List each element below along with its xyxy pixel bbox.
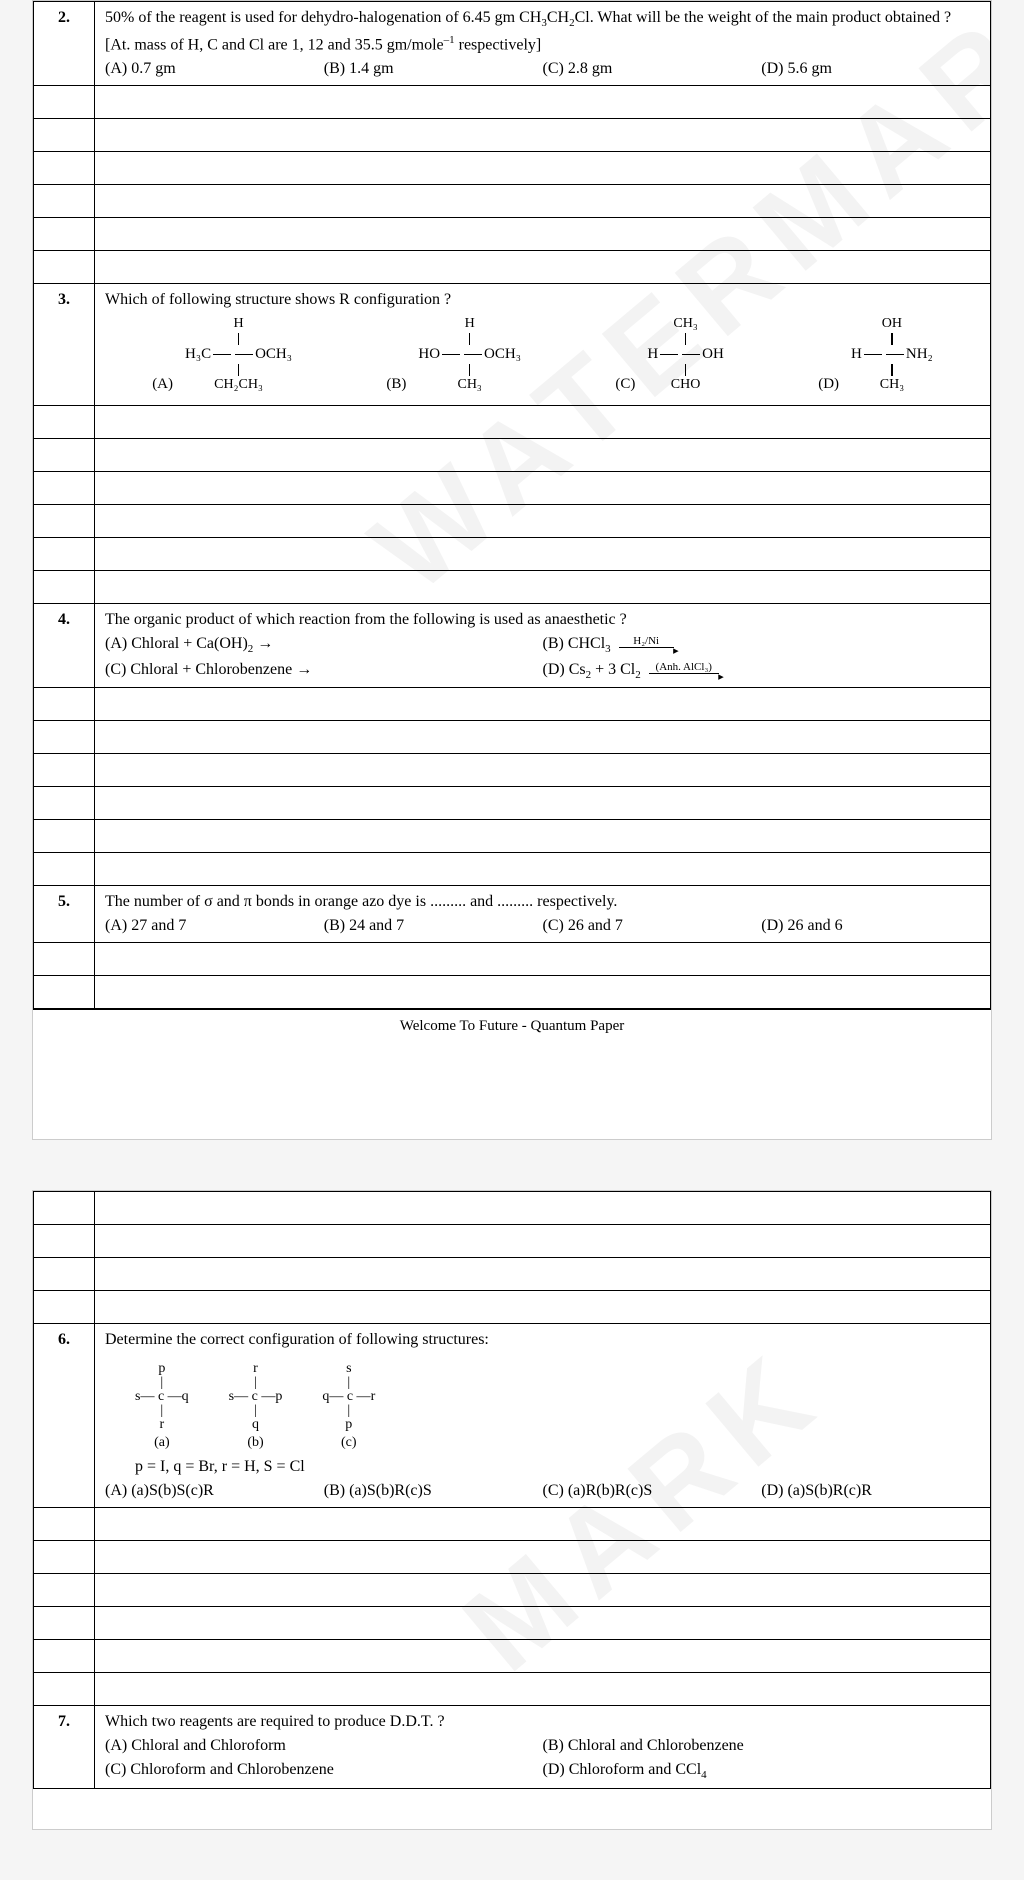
q3-number: 3. — [34, 284, 95, 406]
q7-opt-d: (D) Chloroform and CCl4 — [543, 1758, 981, 1784]
q6-options: (A) (a)S(b)S(c)R (B) (a)S(b)R(c)S (C) (a… — [105, 1479, 980, 1503]
q3-struct-c: (C) CH₃ HOH CHO — [615, 317, 724, 396]
q6-opt-d: (D) (a)S(b)R(c)R — [761, 1479, 980, 1503]
q2-text: 50% of the reagent is used for dehydro-h… — [105, 6, 980, 32]
q5-opt-a: (A) 27 and 7 — [105, 914, 324, 938]
q7-opt-a: (A) Chloral and Chloroform — [105, 1734, 543, 1758]
q4-options: (A) Chloral + Ca(OH)2 → (B) CHCl3 H₂/Ni▸… — [105, 632, 980, 683]
page-footer: Welcome To Future - Quantum Paper — [33, 1009, 991, 1043]
q6-struct-a: p | s — c — q | r (a) — [135, 1362, 189, 1450]
q7-opt-c: (C) Chloroform and Chlorobenzene — [105, 1758, 543, 1784]
q4-number: 4. — [34, 604, 95, 688]
q6-body: Determine the correct configuration of f… — [95, 1324, 991, 1508]
q6-opt-c: (C) (a)R(b)R(c)S — [543, 1479, 762, 1503]
q3-struct-a: (A) H H₃COCH₃ CH₂CH₃ — [152, 317, 292, 396]
q4-opt-b: (B) CHCl3 H₂/Ni▸ — [543, 632, 981, 658]
q3-struct-d: (D) OH HNH₂ CH₃ — [818, 317, 933, 396]
q3-structures: (A) H H₃COCH₃ CH₂CH₃ (B) H — [105, 317, 980, 396]
q7-body: Which two reagents are required to produ… — [95, 1706, 991, 1789]
q4-text: The organic product of which reaction fr… — [105, 608, 980, 632]
q5-opt-b: (B) 24 and 7 — [324, 914, 543, 938]
q4-opt-c: (C) Chloral + Chlorobenzene → — [105, 658, 543, 684]
q6-opt-b: (B) (a)S(b)R(c)S — [324, 1479, 543, 1503]
q5-body: The number of σ and π bonds in orange az… — [95, 886, 991, 943]
q2-opt-c: (C) 2.8 gm — [543, 57, 762, 81]
q5-text: The number of σ and π bonds in orange az… — [105, 890, 980, 914]
q6-opt-a: (A) (a)S(b)S(c)R — [105, 1479, 324, 1503]
exam-page-2: MARK 6. Determine the correct configurat… — [32, 1190, 992, 1830]
q5-options: (A) 27 and 7 (B) 24 and 7 (C) 26 and 7 (… — [105, 914, 980, 938]
question-table: 2. 50% of the reagent is used for dehydr… — [33, 1, 991, 1009]
q4-body: The organic product of which reaction fr… — [95, 604, 991, 688]
q3-text: Which of following structure shows R con… — [105, 288, 980, 312]
q4-opt-d: (D) Cs2 + 3 Cl2 (Anh. AlCl₃)▸ — [543, 658, 981, 684]
q5-opt-d: (D) 26 and 6 — [761, 914, 980, 938]
q3-struct-b: (B) H HOOCH₃ CH₃ — [386, 317, 521, 396]
q3-body: Which of following structure shows R con… — [95, 284, 991, 406]
q2-body: 50% of the reagent is used for dehydro-h… — [95, 2, 991, 86]
q6-number: 6. — [34, 1324, 95, 1508]
q2-options: (A) 0.7 gm (B) 1.4 gm (C) 2.8 gm (D) 5.6… — [105, 57, 980, 81]
q6-assignment: p = I, q = Br, r = H, S = Cl — [135, 1455, 980, 1479]
q7-options: (A) Chloral and Chloroform (B) Chloral a… — [105, 1734, 980, 1784]
q5-opt-c: (C) 26 and 7 — [543, 914, 762, 938]
exam-page-1: WATERMARK 2. 50% of the reagent is used … — [32, 0, 992, 1140]
q5-number: 5. — [34, 886, 95, 943]
q7-opt-b: (B) Chloral and Chlorobenzene — [543, 1734, 981, 1758]
q2-number: 2. — [34, 2, 95, 86]
q2-opt-a: (A) 0.7 gm — [105, 57, 324, 81]
q7-number: 7. — [34, 1706, 95, 1789]
q6-struct-c: s | q — c — r | p (c) — [322, 1362, 375, 1450]
q6-structures: p | s — c — q | r (a) r | s — c — p | q … — [135, 1362, 980, 1450]
q6-text: Determine the correct configuration of f… — [105, 1328, 980, 1352]
q2-opt-b: (B) 1.4 gm — [324, 57, 543, 81]
q2-text2: [At. mass of H, C and Cl are 1, 12 and 3… — [105, 32, 980, 57]
q2-opt-d: (D) 5.6 gm — [761, 57, 980, 81]
q7-text: Which two reagents are required to produ… — [105, 1710, 980, 1734]
q4-opt-a: (A) Chloral + Ca(OH)2 → — [105, 632, 543, 658]
question-table-2: 6. Determine the correct configuration o… — [33, 1191, 991, 1789]
q6-struct-b: r | s — c — p | q (b) — [229, 1362, 283, 1450]
